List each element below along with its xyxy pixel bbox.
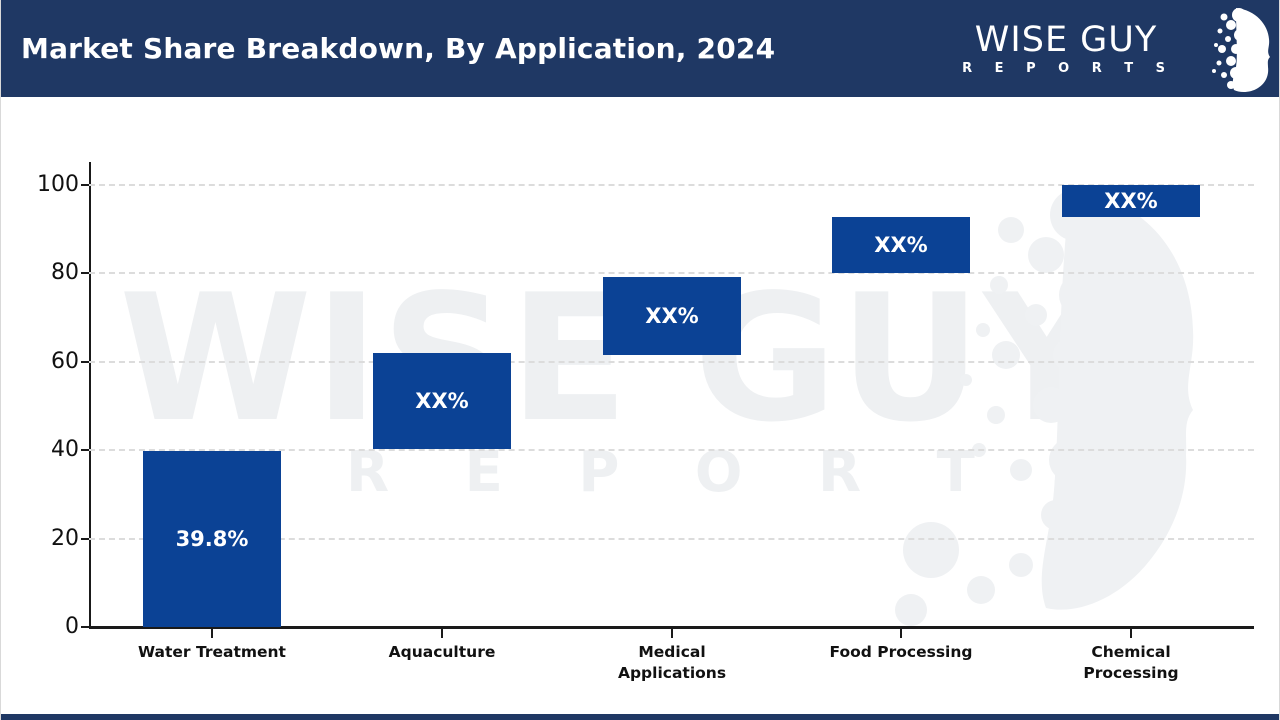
bar-value-label: XX% xyxy=(874,233,928,258)
x-category-label: Water Treatment xyxy=(138,643,286,661)
x-category-label: Medical Applications xyxy=(617,643,727,682)
x-axis xyxy=(89,626,1254,629)
bar-medical-applications[interactable]: XX% xyxy=(603,276,741,355)
logo-wordmark: WISE GUY xyxy=(974,19,1158,60)
bar-aquaculture[interactable]: XX% xyxy=(373,353,511,450)
bar-value-label: XX% xyxy=(415,389,469,414)
y-axis xyxy=(89,162,91,628)
header-banner: Market Share Breakdown, By Application, … xyxy=(1,0,1279,97)
market-share-chart: 0 20 40 60 80 100 39.8% Water Treatment XX% Aquac… xyxy=(1,97,1279,714)
bar-food-processing[interactable]: XX% xyxy=(832,217,970,273)
y-tick-label: 20 xyxy=(51,525,79,551)
y-tick xyxy=(81,183,89,186)
wise-guy-reports-logo: WISE GUY R E P O R T S xyxy=(958,0,1271,97)
y-tick xyxy=(81,449,89,451)
x-tick xyxy=(671,629,673,638)
gridline xyxy=(89,272,1254,274)
y-tick-label: 80 xyxy=(51,260,79,285)
x-tick xyxy=(441,629,443,638)
logo-subtext: R E P O R T S xyxy=(962,60,1174,76)
bar-water-treatment[interactable]: 39.8% xyxy=(143,450,281,627)
dotted-head-icon xyxy=(1212,7,1270,92)
bar-value-label: XX% xyxy=(1104,189,1158,214)
y-tick xyxy=(81,360,89,363)
y-tick xyxy=(81,626,89,628)
x-tick xyxy=(900,629,902,638)
x-tick xyxy=(1130,629,1132,638)
footer-bar xyxy=(1,714,1279,720)
bar-value-label: XX% xyxy=(645,303,699,328)
y-tick-label: 40 xyxy=(51,437,79,462)
gridline xyxy=(89,183,1254,186)
y-tick xyxy=(81,537,89,540)
x-category-label: Chemical Processing xyxy=(1083,643,1179,682)
y-tick xyxy=(81,272,89,274)
gridline xyxy=(89,360,1254,363)
gridline xyxy=(89,449,1254,451)
x-tick xyxy=(211,629,213,638)
y-tick-label: 100 xyxy=(37,171,79,197)
gridline xyxy=(89,537,1254,540)
y-tick-label: 0 xyxy=(65,614,79,639)
x-category-label: Food Processing xyxy=(829,643,973,661)
x-category-label: Aquaculture xyxy=(388,643,496,661)
watermark-head-graphic xyxy=(895,189,1194,626)
page-title: Market Share Breakdown, By Application, … xyxy=(21,32,776,65)
bar-chemical-processing[interactable]: XX% xyxy=(1062,185,1200,218)
y-tick-label: 60 xyxy=(51,348,79,374)
bar-value-label: 39.8% xyxy=(175,526,249,551)
